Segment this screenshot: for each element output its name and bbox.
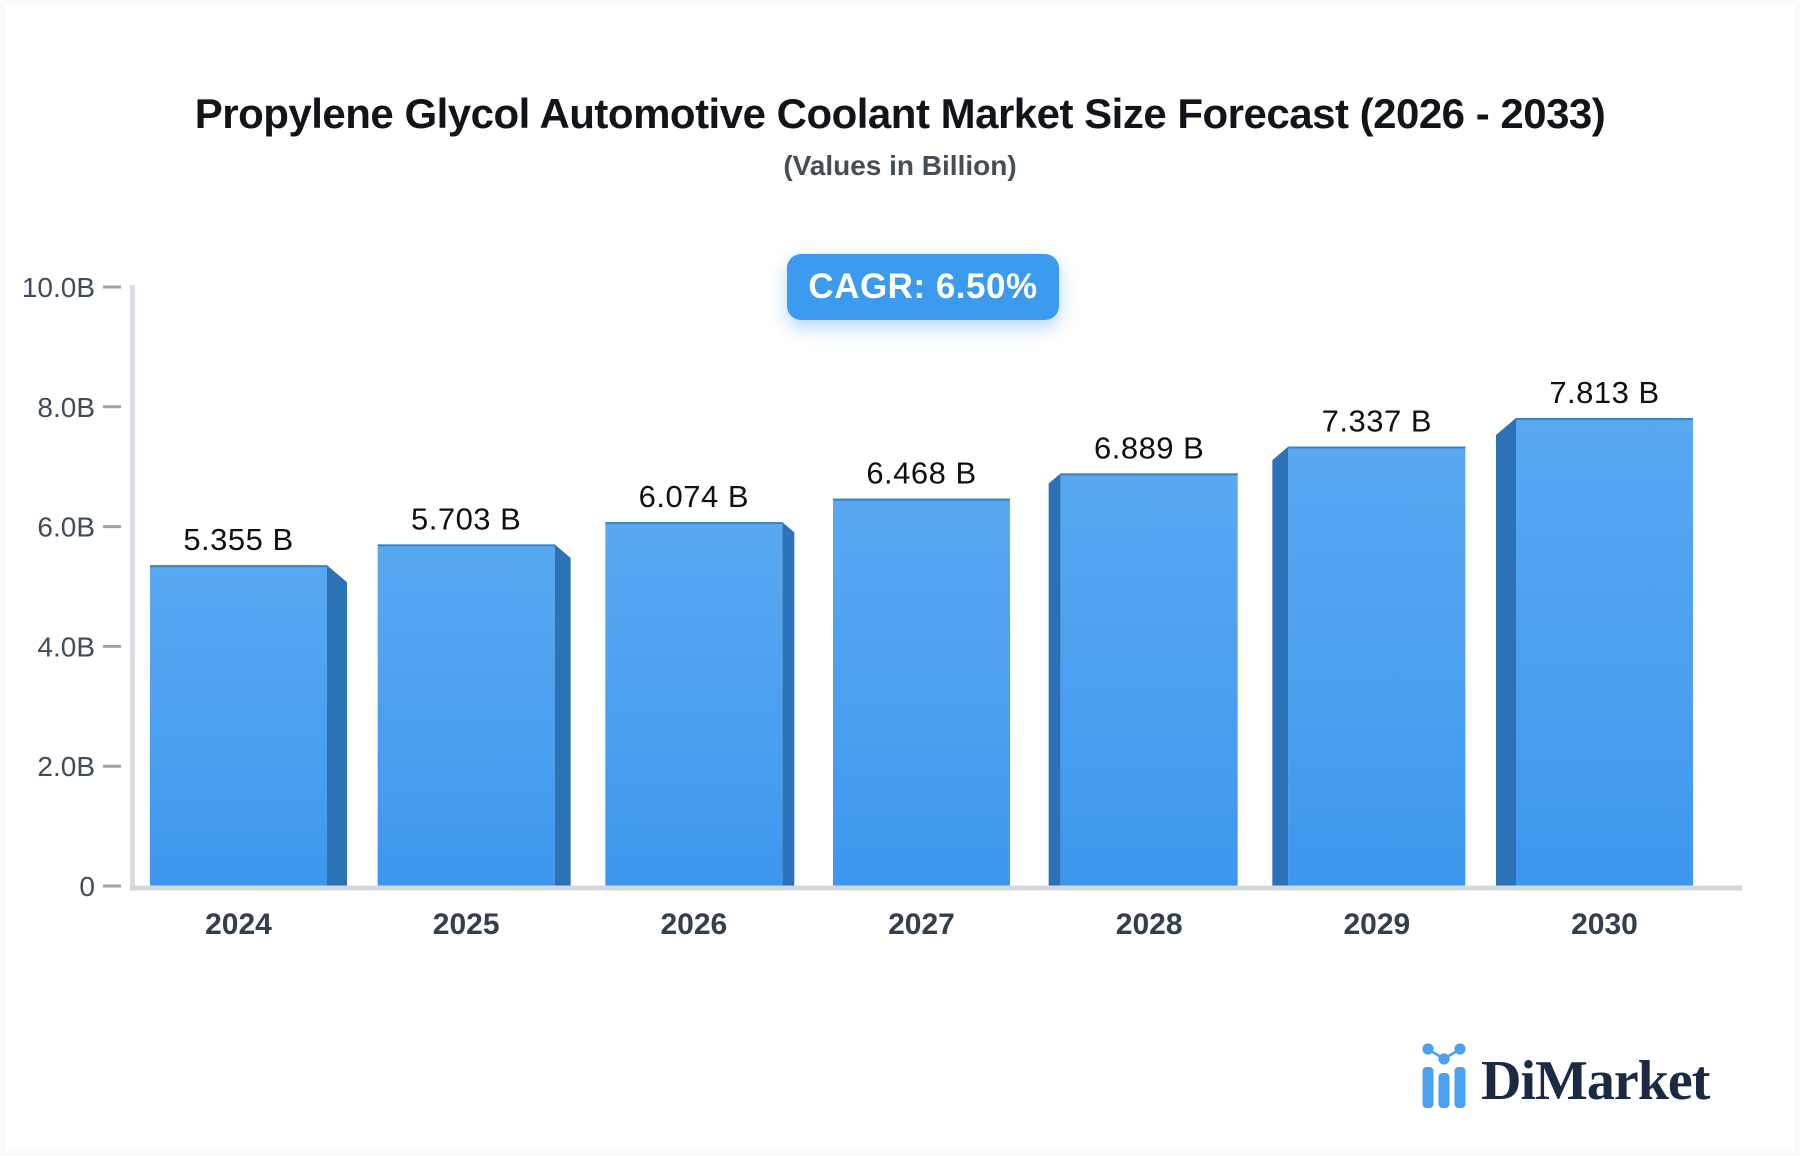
y-tick-label: 2.0B: [37, 751, 95, 782]
bar-side: [327, 565, 347, 886]
cagr-badge-label: CAGR: 6.50%: [808, 267, 1038, 306]
bar-side: [1496, 418, 1517, 886]
bar-value-label: 5.703 B: [411, 501, 521, 536]
bar: [150, 565, 327, 886]
x-axis-label: 2027: [888, 908, 955, 941]
cagr-badge: CAGR: 6.50%: [787, 254, 1059, 320]
bar: [377, 544, 555, 886]
mini-bar-chart-icon: [1422, 1043, 1466, 1108]
x-axis-label: 2028: [1116, 908, 1183, 941]
y-tick-label: 8.0B: [37, 392, 95, 423]
bar-side: [1048, 473, 1061, 886]
x-axis-label: 2025: [433, 908, 500, 941]
x-axis-label: 2030: [1571, 908, 1638, 941]
bar-side: [782, 522, 795, 886]
bar-value-label: 6.074 B: [639, 479, 749, 514]
x-axis-label: 2026: [660, 908, 727, 941]
logo-text: DiMarket: [1481, 1049, 1710, 1112]
y-tick-label: 6.0B: [37, 512, 95, 543]
x-axis-label: 2029: [1343, 908, 1410, 941]
bar: [1060, 473, 1238, 886]
bar-value-label: 7.337 B: [1322, 404, 1432, 439]
x-axis-label: 2024: [205, 908, 272, 941]
bar: [1516, 418, 1694, 886]
chart-header: Propylene Glycol Automotive Coolant Mark…: [0, 90, 1800, 182]
bar: [605, 522, 783, 886]
y-tick-label: 0: [79, 871, 95, 902]
dimarket-logo: DiMarket: [1421, 1042, 1710, 1112]
chart-subtitle: (Values in Billion): [783, 150, 1017, 182]
bar-value-label: 6.468 B: [866, 456, 976, 491]
chart-title: Propylene Glycol Automotive Coolant Mark…: [194, 90, 1606, 137]
bar-side: [554, 544, 571, 886]
y-tick-label: 4.0B: [37, 631, 95, 662]
bar: [833, 498, 1011, 886]
bar-value-label: 6.889 B: [1094, 430, 1204, 465]
y-tick-label: 10.0B: [22, 272, 95, 303]
bar-value-label: 7.813 B: [1549, 375, 1659, 410]
bar: [1288, 446, 1466, 886]
bar-value-label: 5.355 B: [183, 522, 293, 557]
bar-side: [1272, 446, 1289, 886]
